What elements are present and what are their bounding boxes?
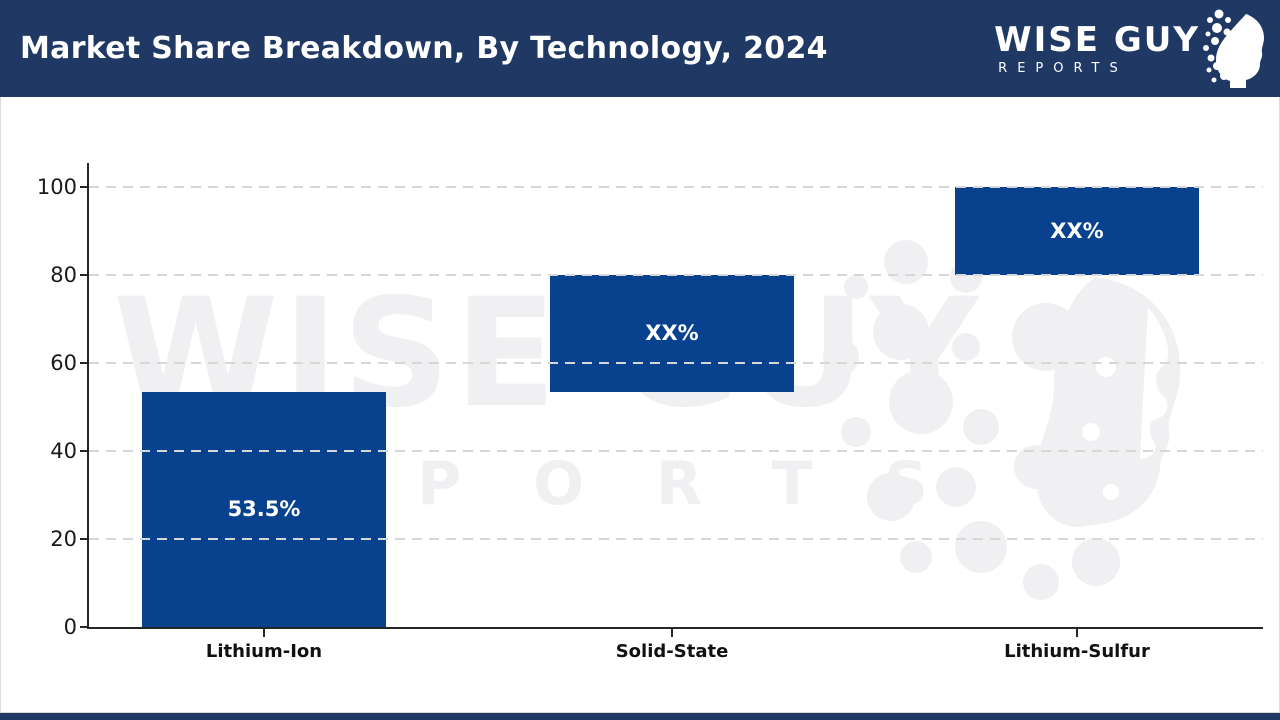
gridline-y100	[89, 186, 1263, 188]
x-tick-mark	[263, 629, 265, 637]
x-tick-label-solid-state: Solid-State	[615, 641, 729, 662]
bar-solid-state	[550, 275, 794, 392]
y-tick-mark	[80, 538, 88, 540]
brand-tagline: REPORTS	[998, 61, 1128, 76]
y-tick-label: 80	[50, 263, 77, 287]
gridline-y20	[89, 538, 1263, 540]
y-axis-line	[87, 163, 89, 629]
y-tick-mark	[80, 626, 88, 628]
y-tick-label: 20	[50, 527, 77, 551]
gridline-y80	[89, 274, 1263, 276]
y-tick-mark	[80, 362, 88, 364]
brand-name: WISE GUY	[994, 20, 1200, 60]
chart-region: WISE GUY REPORTS 53.5% XX% XX% 0 20 40 60 80 100…	[0, 97, 1280, 713]
brand-face-icon	[1203, 9, 1264, 88]
brand-logo: WISE GUY REPORTS	[994, 8, 1268, 90]
y-tick-label: 40	[50, 439, 77, 463]
x-tick-label-lithium-ion: Lithium-Ion	[205, 641, 323, 662]
gridline-y40	[89, 450, 1263, 452]
header-bar: Market Share Breakdown, By Technology, 2…	[0, 0, 1280, 97]
y-tick-mark	[80, 274, 88, 276]
y-tick-label: 100	[36, 175, 77, 199]
gridline-y60	[89, 362, 1263, 364]
bar-value-label: 53.5%	[227, 496, 301, 521]
bar-value-label: XX%	[1050, 219, 1104, 243]
bar-lithium-ion	[142, 391, 386, 627]
page-title: Market Share Breakdown, By Technology, 2…	[20, 31, 828, 66]
x-tick-label-lithium-sulfur: Lithium-Sulfur	[1004, 641, 1150, 662]
y-tick-mark	[80, 186, 88, 188]
bar-value-label: XX%	[645, 321, 699, 345]
brand-logo-text: WISE GUY REPORTS	[994, 22, 1200, 76]
y-tick-label: 60	[50, 351, 77, 375]
footer-bar	[0, 713, 1280, 720]
y-tick-label: 0	[63, 615, 77, 639]
waterfall-chart: 53.5% XX% XX% 0 20 40 60 80 100 Lithium-Ion Solid-…	[1, 97, 1279, 712]
x-tick-mark	[1076, 629, 1078, 637]
y-tick-mark	[80, 450, 88, 452]
x-tick-mark	[671, 629, 673, 637]
bar-lithium-sulfur	[955, 187, 1199, 275]
x-axis-line	[87, 627, 1263, 629]
